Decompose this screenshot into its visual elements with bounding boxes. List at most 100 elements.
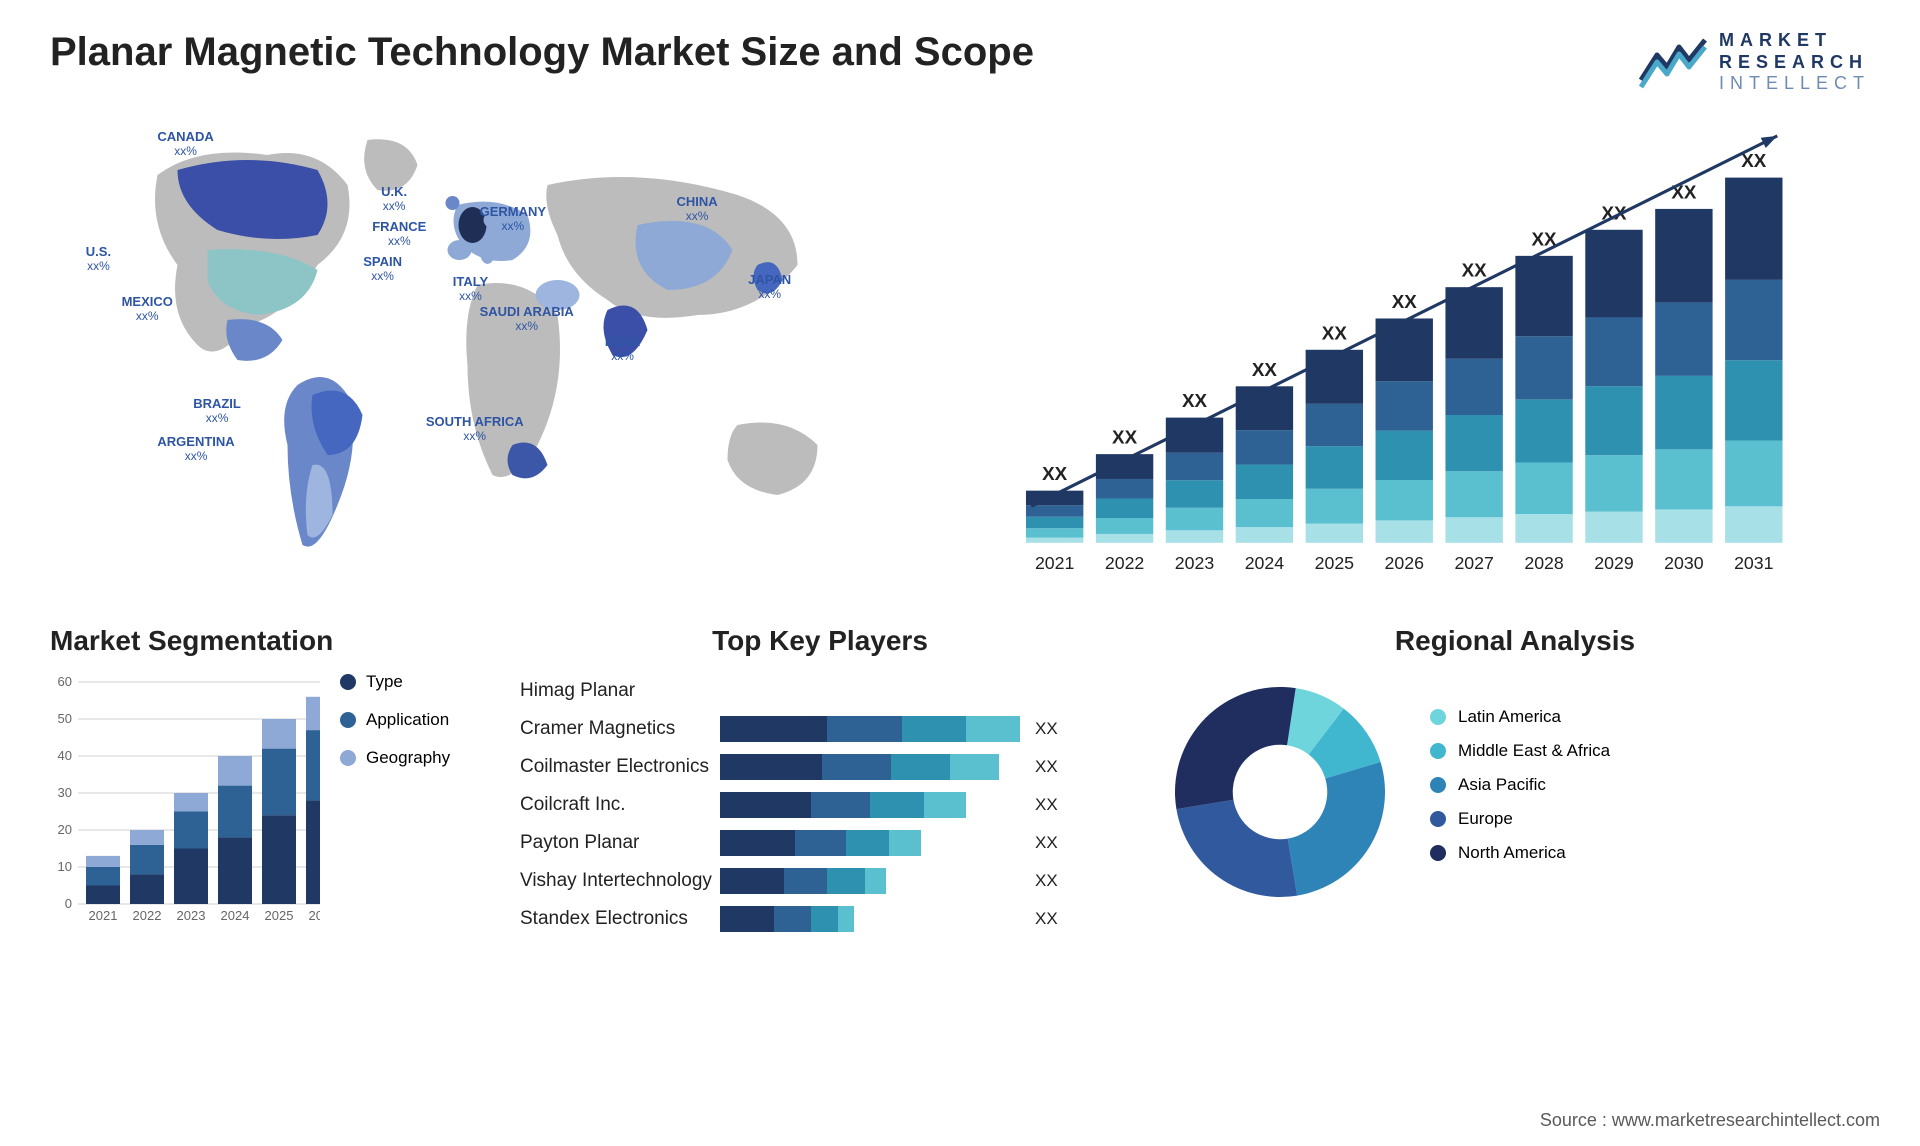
player-name: Coilmaster Electronics (520, 756, 720, 778)
logo-line3: INTELLECT (1719, 73, 1870, 95)
svg-text:2023: 2023 (1175, 553, 1215, 573)
players-list: Himag PlanarCramer MagneticsXXCoilmaster… (520, 672, 1120, 938)
players-section: Top Key Players Himag Planar Cramer Magne… (520, 625, 1120, 938)
legend-row: Europe (1430, 809, 1610, 829)
legend-row: Geography (340, 748, 450, 768)
player-value: XX (1035, 757, 1058, 777)
legend-row: North America (1430, 843, 1610, 863)
map-label: FRANCExx% (372, 220, 426, 249)
svg-text:60: 60 (58, 674, 72, 689)
player-row: Himag Planar (520, 672, 1120, 710)
donut-chart (1160, 672, 1400, 912)
svg-text:2030: 2030 (1664, 553, 1704, 573)
svg-text:XX: XX (1182, 390, 1208, 411)
map-label: INDIAxx% (605, 335, 640, 364)
svg-text:XX: XX (1112, 426, 1138, 447)
source-text: Source : www.marketresearchintellect.com (1540, 1110, 1880, 1131)
legend-row: Middle East & Africa (1430, 741, 1610, 761)
svg-text:2031: 2031 (1734, 553, 1773, 573)
regional-legend: Latin America Middle East & Africa Asia Pa… (1430, 707, 1610, 877)
player-bar (720, 716, 1020, 742)
map-label: GERMANYxx% (480, 205, 546, 234)
map-label: BRAZILxx% (193, 397, 241, 426)
map-label: SOUTH AFRICAxx% (426, 415, 524, 444)
svg-text:2027: 2027 (1454, 553, 1493, 573)
map-label: SPAINxx% (363, 255, 402, 284)
map-label: ITALYxx% (453, 275, 488, 304)
svg-text:0: 0 (65, 896, 72, 911)
forecast-chart: XX2021XX2022XX2023XX2024XX2025XX2026XX20… (975, 115, 1870, 595)
world-map-svg (50, 115, 945, 595)
svg-text:2022: 2022 (1105, 553, 1144, 573)
player-value: XX (1035, 833, 1058, 853)
player-bar (720, 678, 1020, 704)
player-name: Payton Planar (520, 832, 720, 854)
svg-text:2029: 2029 (1594, 553, 1634, 573)
map-label: JAPANxx% (748, 273, 791, 302)
svg-text:2025: 2025 (265, 908, 294, 923)
legend-row: Type (340, 672, 450, 692)
svg-text:2028: 2028 (1524, 553, 1564, 573)
svg-text:XX: XX (1322, 322, 1348, 343)
map-label: ARGENTINAxx% (157, 435, 234, 464)
player-row: Vishay Intertechnology XX (520, 862, 1120, 900)
svg-text:10: 10 (58, 859, 72, 874)
legend-row: Application (340, 710, 450, 730)
map-label: CANADAxx% (157, 130, 213, 159)
svg-text:2024: 2024 (1245, 553, 1285, 573)
player-row: Coilcraft Inc. XX (520, 786, 1120, 824)
logo-line1: MARKET (1719, 30, 1870, 52)
player-name: Coilcraft Inc. (520, 794, 720, 816)
svg-text:2026: 2026 (309, 908, 320, 923)
forecast-svg: XX2021XX2022XX2023XX2024XX2025XX2026XX20… (975, 115, 1870, 595)
player-name: Standex Electronics (520, 908, 720, 930)
legend-row: Latin America (1430, 707, 1610, 727)
svg-text:2026: 2026 (1385, 553, 1425, 573)
map-label: MEXICOxx% (122, 295, 173, 324)
player-row: Coilmaster Electronics XX (520, 748, 1120, 786)
player-name: Vishay Intertechnology (520, 870, 720, 892)
segmentation-title: Market Segmentation (50, 625, 480, 657)
logo-line2: RESEARCH (1719, 52, 1870, 74)
svg-text:2022: 2022 (133, 908, 162, 923)
player-bar (720, 830, 1020, 856)
map-label: SAUDI ARABIAxx% (480, 305, 574, 334)
player-name: Cramer Magnetics (520, 718, 720, 740)
map-label: U.K.xx% (381, 185, 407, 214)
svg-text:2023: 2023 (177, 908, 206, 923)
player-value: XX (1035, 909, 1058, 929)
player-row: Payton Planar XX (520, 824, 1120, 862)
svg-text:50: 50 (58, 711, 72, 726)
svg-text:XX: XX (1042, 463, 1068, 484)
map-label: CHINAxx% (677, 195, 718, 224)
world-map: CANADAxx% U.S.xx% MEXICOxx% BRAZILxx% ARGENT… (50, 115, 945, 595)
regional-section: Regional Analysis Latin America Middle Ea… (1160, 625, 1870, 912)
segmentation-chart: 0102030405060202120222023202420252026 (50, 672, 320, 932)
player-name: Himag Planar (520, 680, 720, 702)
svg-text:20: 20 (58, 822, 72, 837)
svg-text:2021: 2021 (89, 908, 118, 923)
logo-mark-icon (1639, 35, 1709, 90)
player-value: XX (1035, 871, 1058, 891)
player-bar (720, 906, 1020, 932)
player-bar (720, 868, 1020, 894)
player-row: Standex Electronics XX (520, 900, 1120, 938)
svg-text:40: 40 (58, 748, 72, 763)
map-label: U.S.xx% (86, 245, 111, 274)
regional-title: Regional Analysis (1160, 625, 1870, 657)
svg-text:XX: XX (1462, 260, 1488, 281)
svg-text:XX: XX (1671, 181, 1697, 202)
player-bar (720, 792, 1020, 818)
player-bar (720, 754, 1020, 780)
legend-row: Asia Pacific (1430, 775, 1610, 795)
svg-text:XX: XX (1392, 291, 1418, 312)
svg-text:2025: 2025 (1315, 553, 1355, 573)
svg-text:2024: 2024 (221, 908, 250, 923)
player-value: XX (1035, 719, 1058, 739)
svg-text:XX: XX (1252, 359, 1278, 380)
player-row: Cramer Magnetics XX (520, 710, 1120, 748)
segmentation-section: Market Segmentation 01020304050602021202… (50, 625, 480, 932)
segmentation-legend: Type Application Geography (340, 672, 450, 932)
player-value: XX (1035, 795, 1058, 815)
players-title: Top Key Players (520, 625, 1120, 657)
